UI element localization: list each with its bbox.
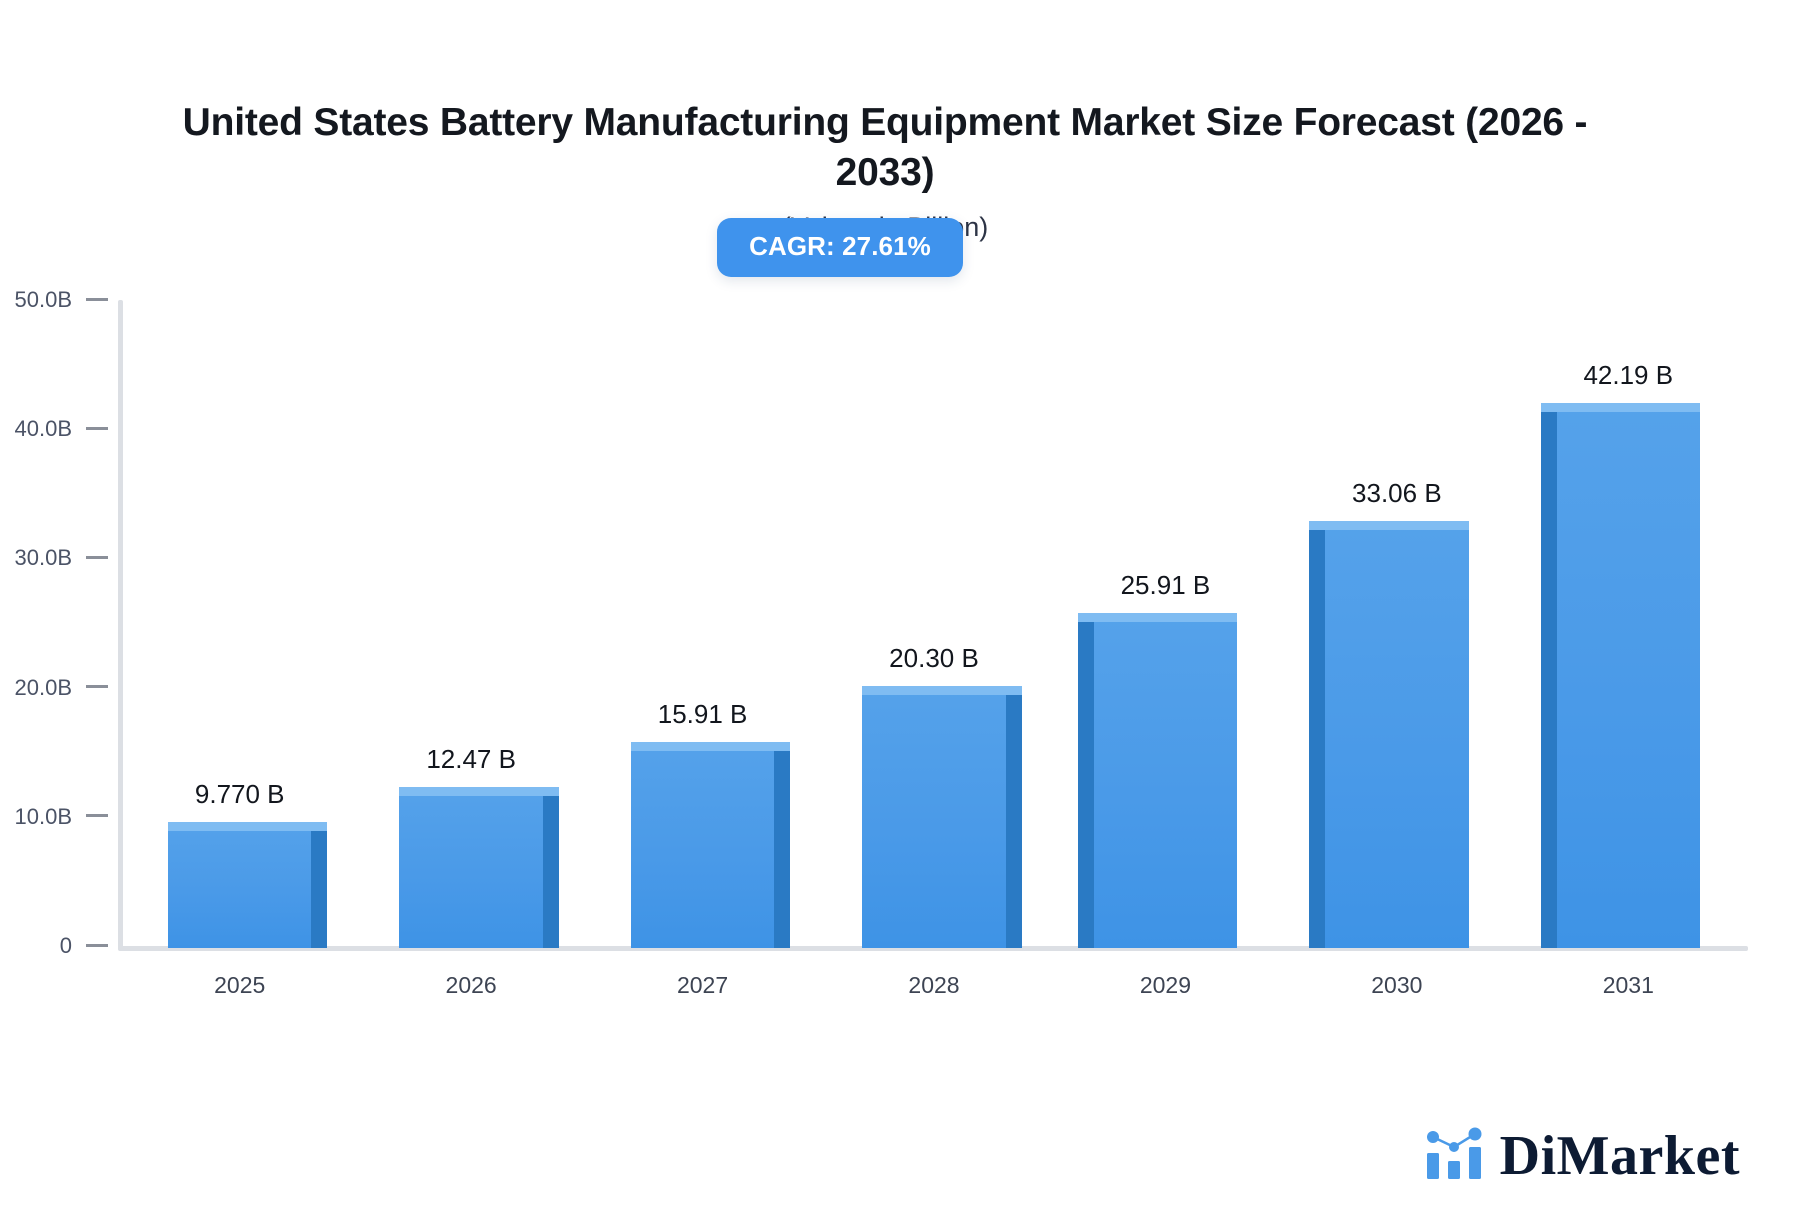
bar-side-face [542,794,559,948]
y-axis-line [118,300,123,950]
bar-slot: 15.91 B [630,300,791,948]
x-axis-tick-label: 2028 [908,972,960,998]
bar-chart-icon [1424,1125,1486,1186]
bar-side-face [1077,621,1094,948]
bar-value-label: 9.770 B [194,778,285,809]
y-axis-tick-label: 0 [59,933,72,958]
bar-side-face [774,750,791,948]
y-axis-tick-label: 50.0B [14,287,73,312]
bar[interactable]: 25.91 B [1077,570,1238,948]
bar-top-face [1077,613,1238,623]
bar[interactable]: 12.47 B [399,744,559,948]
bar-top-face [399,786,559,796]
y-axis-tick-mark [86,297,108,301]
y-axis-tick: 10.0B [0,804,108,830]
y-axis-tick-mark [86,556,108,560]
chart-header: United States Battery Manufacturing Equi… [0,0,1800,243]
bar-top-face [1540,402,1701,412]
x-axis-tick-label: 2025 [214,972,266,998]
bar-top-face [1309,520,1469,530]
bar-slot: 25.91 B [1077,300,1238,948]
bar-side-face [1005,693,1022,948]
y-axis-tick-label: 40.0B [14,416,73,442]
y-axis-tick-label: 30.0B [14,545,73,571]
bar[interactable]: 15.91 B [630,699,791,948]
bar-value-label: 12.47 B [426,743,516,774]
bar-value-label: 20.30 B [889,642,979,673]
bar-slot: 42.19 B [1540,300,1701,948]
y-axis-tick-mark [86,426,108,430]
bar[interactable]: 20.30 B [862,643,1022,948]
x-axis-tick-label: 2029 [1139,972,1192,998]
bar-value-label: 42.19 B [1583,359,1674,390]
page-title: United States Battery Manufacturing Equi… [182,101,1588,194]
bar[interactable]: 33.06 B [1309,478,1469,948]
y-axis-tick: 0 [0,933,108,959]
x-axis-line [118,946,1748,951]
x-axis-tick-label: 2031 [1602,972,1654,998]
brand-logo: DiMarket [1424,1125,1740,1186]
bar-side-face [1540,410,1557,948]
bar-top-face [862,685,1022,695]
bar-series-group: 9.770 B 12.47 B 15.91 B 20.30 B 25.91 B 33.06… [124,300,1744,948]
y-axis-tick-label: 20.0B [14,674,73,700]
x-axis-tick-label: 2027 [676,972,729,998]
y-axis-tick-mark [86,685,108,689]
bar[interactable]: 42.19 B [1540,360,1701,948]
x-axis-tick-label: 2030 [1371,972,1423,998]
bar-top-face [630,742,791,752]
bar-slot: 20.30 B [862,300,1022,948]
logo-wordmark: DiMarket [1499,1124,1740,1187]
bar-side-face [1309,528,1326,948]
y-axis-tick: 30.0B [0,545,108,571]
bar-value-label: 25.91 B [1120,570,1211,601]
bar-value-label: 15.91 B [657,699,748,730]
bar[interactable]: 9.770 B [167,779,328,948]
y-axis-tick: 50.0B [0,287,108,313]
y-axis-tick-mark [86,814,108,818]
y-axis-tick-label: 10.0B [14,803,73,829]
y-axis-tick: 40.0B [0,416,108,442]
bar-value-label: 33.06 B [1352,477,1442,508]
bar-slot: 33.06 B [1309,300,1469,948]
bar-top-face [167,821,328,831]
y-axis-tick: 20.0B [0,675,108,701]
y-axis-tick-mark [86,943,108,947]
bar-slot: 12.47 B [399,300,559,948]
x-axis-tick-label: 2026 [445,972,497,998]
bar-side-face [311,829,328,948]
bar-slot: 9.770 B [167,300,328,948]
